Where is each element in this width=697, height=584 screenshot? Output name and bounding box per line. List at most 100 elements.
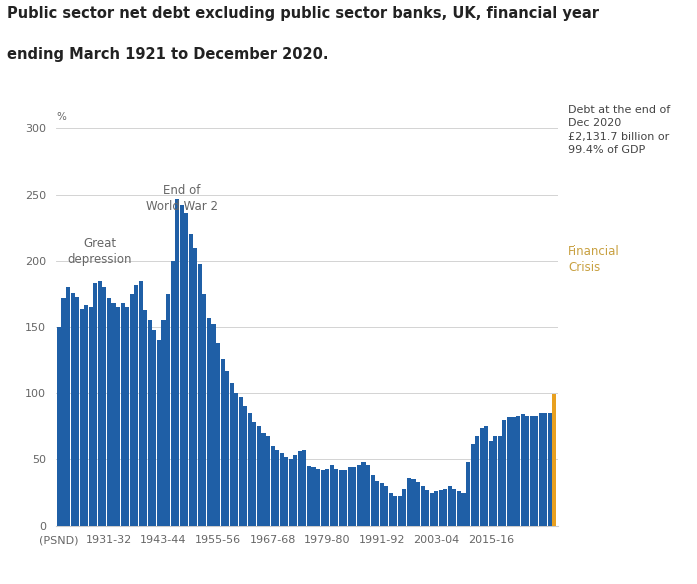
Bar xyxy=(339,470,343,526)
Bar xyxy=(530,416,534,526)
Bar xyxy=(243,406,247,526)
Bar xyxy=(475,436,480,526)
Bar xyxy=(493,436,498,526)
Text: Public sector net debt excluding public sector banks, UK, financial year: Public sector net debt excluding public … xyxy=(7,6,599,21)
Bar xyxy=(298,451,302,526)
Bar xyxy=(371,475,375,526)
Bar xyxy=(279,453,284,526)
Bar xyxy=(229,383,233,526)
Bar xyxy=(180,205,184,526)
Bar xyxy=(293,456,298,526)
Bar xyxy=(139,281,143,526)
Bar xyxy=(380,483,384,526)
Bar xyxy=(166,294,170,526)
Bar xyxy=(384,486,388,526)
Bar xyxy=(257,426,261,526)
Bar xyxy=(171,261,175,526)
Bar xyxy=(193,248,197,526)
Bar xyxy=(98,281,102,526)
Bar xyxy=(503,420,507,526)
Bar xyxy=(316,469,320,526)
Bar xyxy=(225,371,229,526)
Bar xyxy=(125,307,129,526)
Bar xyxy=(325,469,329,526)
Bar xyxy=(189,234,193,526)
Bar xyxy=(548,413,552,526)
Bar xyxy=(79,308,84,526)
Bar xyxy=(70,293,75,526)
Bar xyxy=(466,462,470,526)
Bar xyxy=(357,465,361,526)
Bar xyxy=(270,446,275,526)
Text: Great
depression: Great depression xyxy=(68,237,132,266)
Bar xyxy=(375,481,379,526)
Bar xyxy=(307,466,311,526)
Bar xyxy=(543,413,547,526)
Bar xyxy=(112,303,116,526)
Bar xyxy=(411,479,415,526)
Bar xyxy=(343,470,347,526)
Bar xyxy=(148,321,152,526)
Bar xyxy=(84,304,89,526)
Bar xyxy=(393,496,397,526)
Bar xyxy=(134,284,138,526)
Bar xyxy=(202,294,206,526)
Bar xyxy=(61,298,66,526)
Bar xyxy=(261,433,266,526)
Bar xyxy=(434,491,438,526)
Bar xyxy=(107,298,111,526)
Bar xyxy=(57,327,61,526)
Bar xyxy=(184,213,188,526)
Bar xyxy=(130,294,134,526)
Bar xyxy=(447,486,452,526)
Bar xyxy=(211,324,215,526)
Bar xyxy=(144,310,147,526)
Bar xyxy=(238,397,243,526)
Bar xyxy=(470,443,475,526)
Bar xyxy=(302,450,307,526)
Bar xyxy=(175,199,179,526)
Text: ending March 1921 to December 2020.: ending March 1921 to December 2020. xyxy=(7,47,328,62)
Bar xyxy=(457,491,461,526)
Bar xyxy=(321,470,325,526)
Bar xyxy=(121,303,125,526)
Bar xyxy=(362,462,365,526)
Bar xyxy=(116,307,120,526)
Bar xyxy=(484,426,489,526)
Bar xyxy=(407,478,411,526)
Bar xyxy=(480,427,484,526)
Bar xyxy=(389,492,393,526)
Bar xyxy=(425,490,429,526)
Bar xyxy=(525,416,529,526)
Bar xyxy=(402,489,406,526)
Bar xyxy=(275,450,279,526)
Bar xyxy=(539,413,543,526)
Bar xyxy=(552,394,556,526)
Bar xyxy=(289,460,293,526)
Bar xyxy=(516,416,520,526)
Text: %: % xyxy=(56,112,66,122)
Bar xyxy=(353,467,356,526)
Bar xyxy=(489,441,493,526)
Bar xyxy=(443,489,447,526)
Bar xyxy=(334,469,338,526)
Bar xyxy=(521,415,525,526)
Bar xyxy=(512,417,516,526)
Bar xyxy=(162,321,165,526)
Bar xyxy=(498,436,502,526)
Bar xyxy=(66,287,70,526)
Bar xyxy=(398,496,402,526)
Bar xyxy=(461,492,466,526)
Bar xyxy=(438,490,443,526)
Bar xyxy=(284,457,289,526)
Bar xyxy=(248,413,252,526)
Bar xyxy=(348,467,352,526)
Bar xyxy=(507,417,511,526)
Bar xyxy=(252,422,256,526)
Bar xyxy=(75,297,79,526)
Text: End of
World War 2: End of World War 2 xyxy=(146,184,217,213)
Bar xyxy=(234,393,238,526)
Bar xyxy=(416,482,420,526)
Bar xyxy=(330,465,334,526)
Bar xyxy=(452,489,457,526)
